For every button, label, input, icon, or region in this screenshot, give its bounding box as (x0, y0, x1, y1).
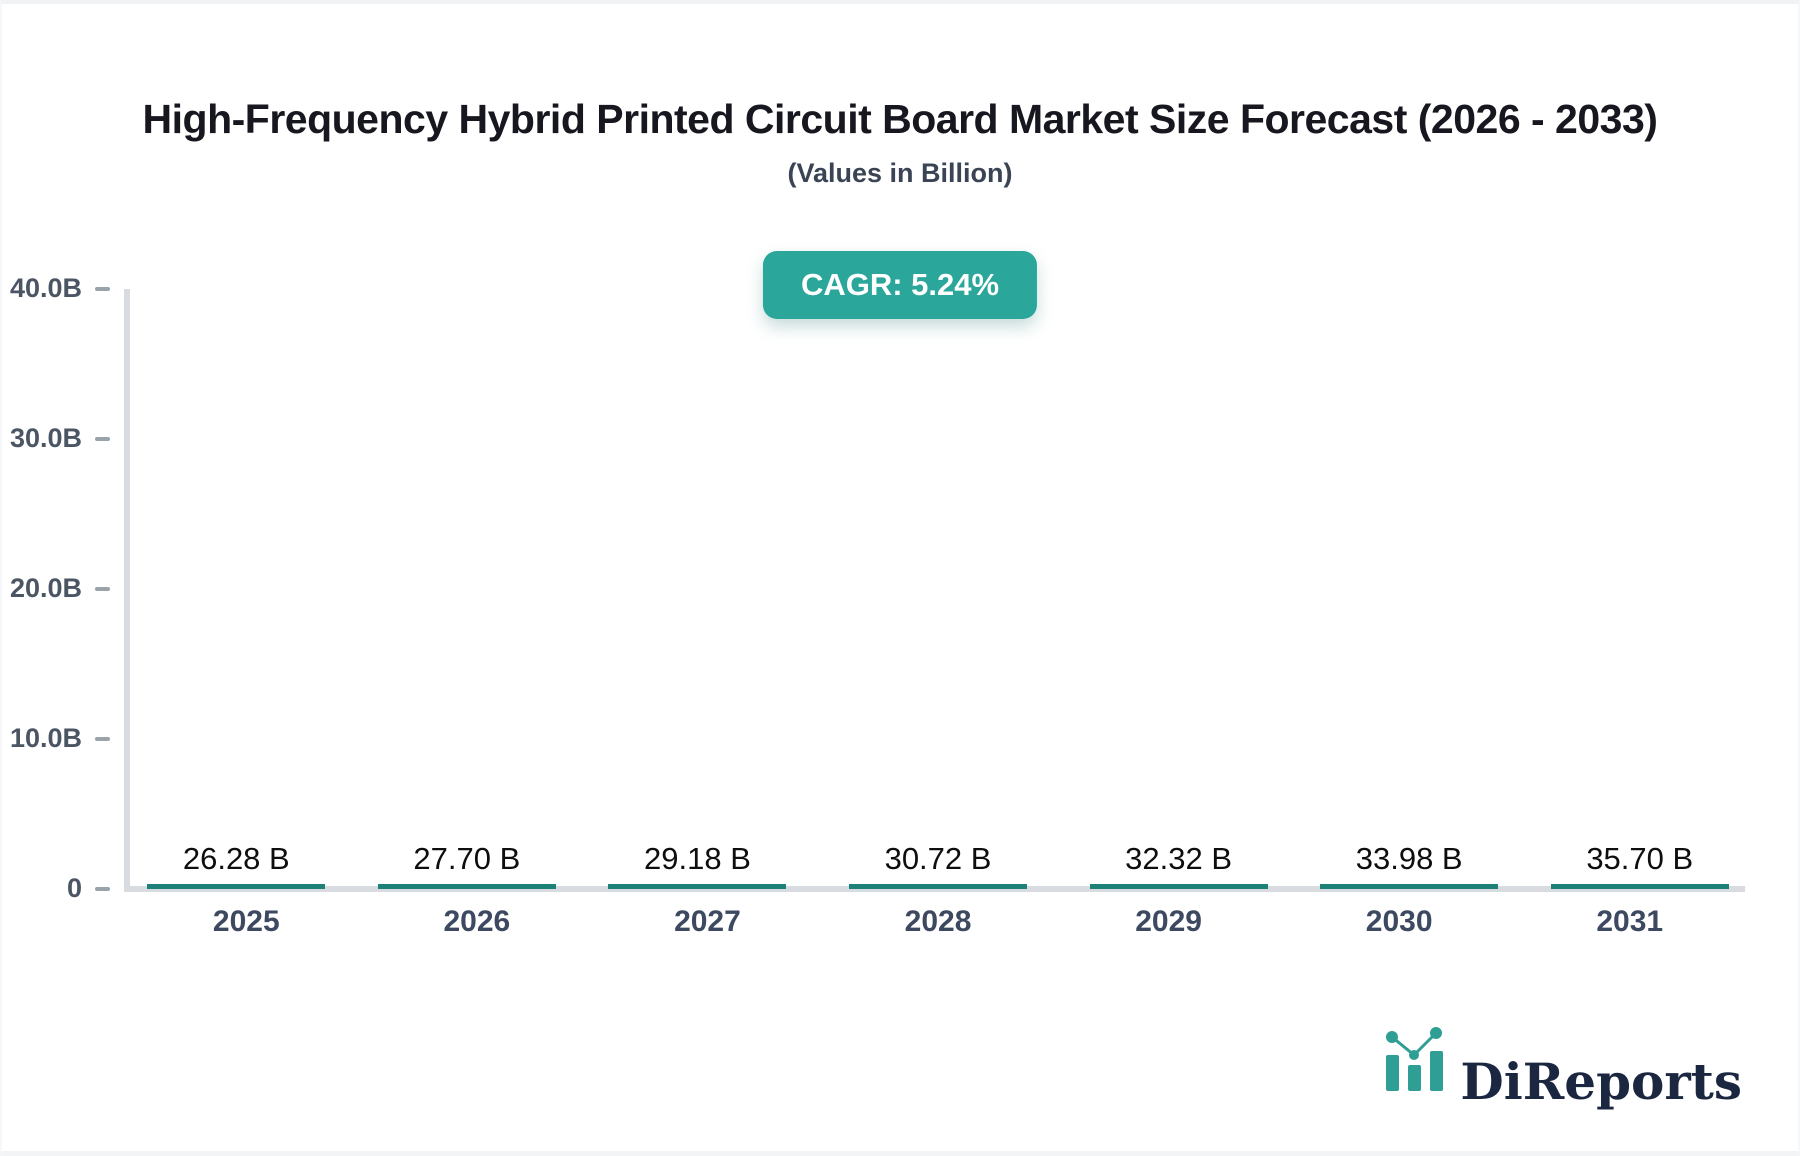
bar-value-label: 32.32 B (1125, 841, 1233, 876)
bar-chart-logo-icon (1378, 1025, 1452, 1104)
y-tick-label: 20.0B (9, 573, 82, 603)
y-tick-label: 10.0B (9, 723, 82, 753)
bar-value-label: 35.70 B (1586, 841, 1694, 876)
y-tick-dash (95, 587, 110, 591)
bar-slot: 35.70 B (1514, 289, 1745, 889)
plot-area: 40.0B 30.0B 20.0B 10.0B 0 26.28 B 27.70 B 29.1… (10, 273, 1745, 903)
y-tick-dash (95, 437, 110, 441)
bar-2026: 27.70 B (377, 841, 556, 889)
x-axis-label-2029: 2029 (1135, 905, 1202, 938)
cagr-badge: CAGR: 5.24% (762, 251, 1038, 319)
bar-value-label: 33.98 B (1355, 841, 1463, 876)
bar-slot: 32.32 B (1053, 289, 1284, 889)
x-axis-label-2025: 2025 (212, 905, 280, 938)
x-axis-label-2028: 2028 (904, 905, 972, 938)
x-axis-baseline (124, 886, 1745, 892)
y-tick-label: 30.0B (9, 423, 82, 453)
y-tick-label: 0 (66, 873, 82, 903)
bar-group-2026: 27.70 B (377, 841, 576, 889)
bar-value-label: 29.18 B (644, 841, 751, 876)
chart-title: High-Frequency Hybrid Printed Circuit Bo… (142, 96, 1658, 142)
bar-2030: 33.98 B (1320, 841, 1499, 889)
bar-2029: 32.32 B (1089, 841, 1268, 889)
x-axis-label-2026: 2026 (443, 905, 511, 938)
chart-subtitle: (Values in Billion) (787, 158, 1013, 188)
bar-value-label: 27.70 B (413, 841, 521, 876)
x-axis-labels: 2025 2026 2027 2028 2029 2030 2031 (131, 905, 1745, 939)
bar-value-label: 30.72 B (884, 841, 992, 876)
y-tick-dash (95, 737, 110, 741)
bar-value-label: 26.28 B (182, 841, 290, 876)
bar-group-2027: 29.18 B (608, 841, 806, 889)
bar-2031: 35.70 B (1550, 841, 1729, 889)
y-tick-label: 40.0B (9, 273, 82, 303)
x-axis-label-2030: 2030 (1365, 905, 1433, 938)
y-tick-dash (95, 287, 110, 291)
x-axis-label-2031: 2031 (1596, 905, 1664, 938)
bar-group-2029: 32.32 B (1070, 841, 1268, 889)
bar-slot: 29.18 B (592, 289, 823, 889)
bar-slot: 33.98 B (1284, 289, 1515, 889)
bar-slot: 27.70 B (362, 289, 593, 889)
y-tick-dash (95, 887, 110, 891)
bar-group-2028: 30.72 B (849, 841, 1028, 889)
bar-group-2030: 33.98 B (1300, 841, 1499, 889)
bars-container: 26.28 B 27.70 B 29.18 B 30.72 B 32.32 B 33.98… (131, 289, 1745, 889)
brand-name: DiReports (1460, 1052, 1742, 1111)
bar-2028: 30.72 B (849, 841, 1028, 889)
bar-2025: 26.28 B (147, 841, 326, 889)
bar-group-2031: 35.70 B (1531, 841, 1729, 889)
bar-slot: 30.72 B (823, 289, 1054, 889)
y-axis-line (124, 289, 130, 892)
bar-slot: 26.28 B (131, 289, 362, 889)
bar-group-2025: 26.28 B (147, 841, 345, 889)
brand-logo: DiReports (1378, 1025, 1742, 1111)
x-axis-label-2027: 2027 (674, 905, 741, 938)
bar-2027: 29.18 B (608, 841, 787, 889)
